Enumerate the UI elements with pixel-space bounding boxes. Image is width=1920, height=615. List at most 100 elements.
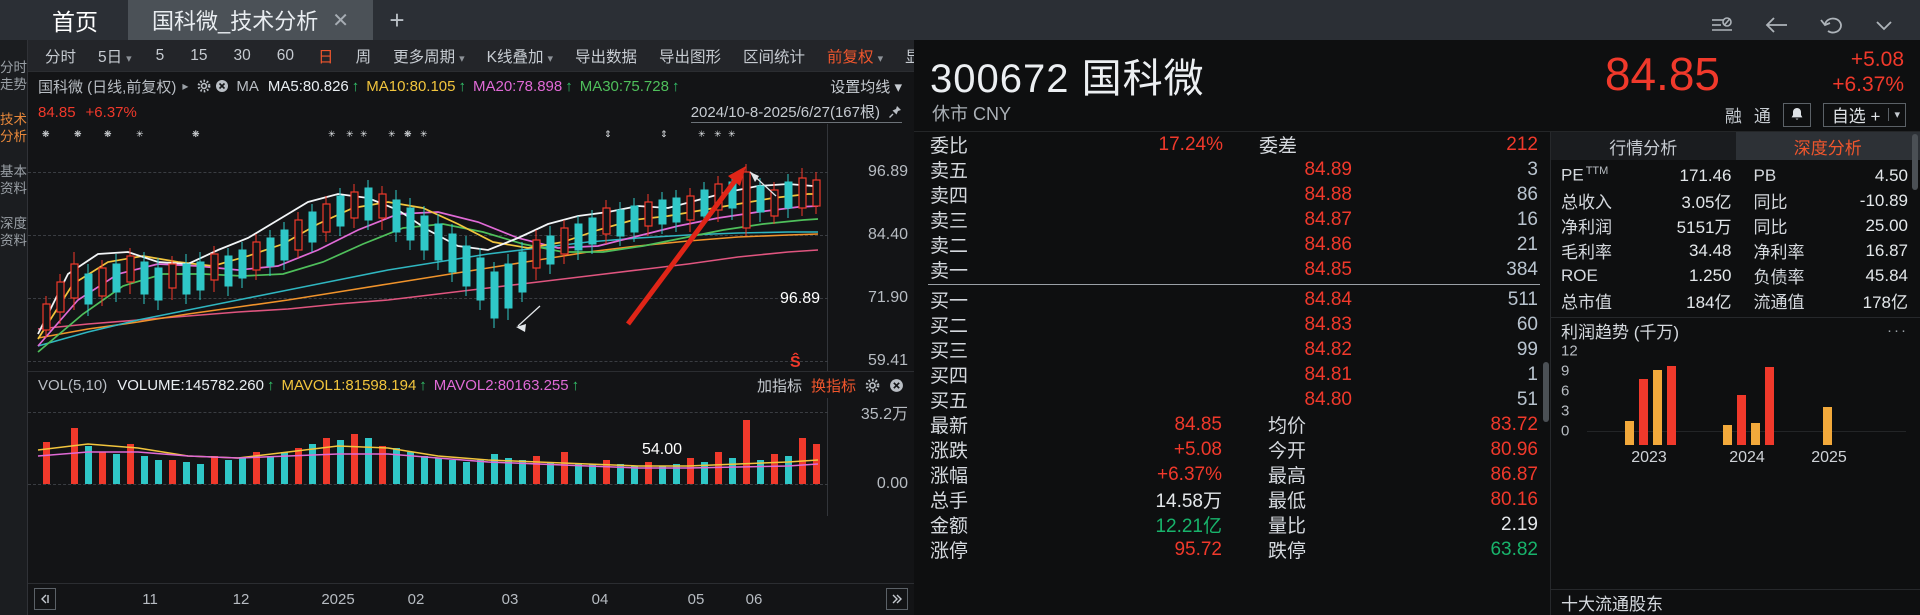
bar-2023-q2 [1639, 379, 1648, 445]
toolbar-item-15min[interactable]: 15 [190, 46, 208, 64]
mavol2-arrow-icon: ↑ [571, 376, 580, 394]
ask-price-4: 84.88 [1304, 183, 1352, 205]
bid-qty-5: 51 [1516, 388, 1538, 410]
toolbar-item-fwd-adjust[interactable]: 前复权 ▾ [827, 48, 884, 66]
more-options-icon[interactable]: ··· [1887, 322, 1908, 339]
top-ten-holders-section[interactable]: 十大流通股东 [1551, 589, 1920, 615]
toolbar-item-60min[interactable]: 60 [276, 46, 295, 64]
tab-deep-analysis[interactable]: 深度分析 [1735, 132, 1920, 160]
toolbar-item-daily[interactable]: 日 [318, 48, 334, 66]
plus-icon: + [389, 4, 405, 35]
svg-text:❋: ❋ [404, 129, 412, 139]
indicator-actions: 加指标 换指标 [757, 375, 904, 396]
close-icon[interactable]: ✕ [332, 9, 350, 32]
date-range-label[interactable]: 2024/10-8-2025/6/27(167根) [690, 101, 902, 123]
trend-ytick-6: 6 [1561, 382, 1570, 400]
scroll-left-button[interactable] [34, 588, 56, 610]
bid-row-2[interactable]: 买二 84.83 60 [914, 312, 1550, 338]
fundamentals-table: PE TTM 171.46 PB 4.50 总收入 3.05亿 同比 -10.89… [1551, 160, 1920, 313]
float-cap-value: 178亿 [1862, 293, 1908, 312]
ask-qty-4: 86 [1516, 183, 1538, 205]
bid-row-4[interactable]: 买四 84.81 1 [914, 362, 1550, 388]
stat-row-change: 涨跌 +5.08 今开 80.96 [914, 437, 1550, 463]
svg-text:✳: ✳ [714, 129, 722, 139]
chevron-down-icon[interactable]: ▾ [1888, 108, 1905, 121]
quote-actions: 融 通 自选 + ▾ [1725, 102, 1906, 127]
gear-icon[interactable] [197, 79, 211, 93]
layout-icon[interactable] [1710, 16, 1734, 34]
add-favorite-button[interactable]: 自选 + ▾ [1822, 102, 1906, 127]
undo-icon[interactable] [1820, 16, 1844, 34]
volume-axis-tick-0: 35.2万 [860, 406, 908, 423]
trend-ytick-12: 12 [1561, 342, 1578, 360]
rail-item-deep-info[interactable]: 深度资料 [0, 216, 27, 248]
switch-indicator-button[interactable]: 换指标 [810, 377, 856, 395]
toolbar-item-export-chart[interactable]: 导出图形 [659, 48, 722, 66]
close-circle-icon[interactable] [889, 378, 904, 393]
high-price-annotation: 96.89 [780, 290, 821, 307]
symbol-name: 国科微 [1081, 57, 1205, 101]
add-tab-button[interactable]: + [373, 0, 421, 40]
ma-label: MA [236, 77, 259, 95]
rail-item-basic-info[interactable]: 基本资料 [0, 164, 27, 196]
toolbar-item-export-data[interactable]: 导出数据 [575, 48, 638, 66]
toolbar-item-5day[interactable]: 5日 ▾ [98, 48, 132, 66]
fundamental-row-roe: ROE 1.250 负债率 45.84 [1561, 263, 1908, 288]
stat-value-change: +5.08 [1173, 438, 1222, 460]
toolbar-item-weekly[interactable]: 周 [355, 48, 372, 66]
bell-icon[interactable] [1782, 102, 1811, 127]
toolbar-item-5min[interactable]: 5 [155, 46, 165, 64]
stat-row-changepct: 涨幅 +6.37% 最高 86.87 [914, 462, 1550, 488]
bid-price-1: 84.84 [1304, 288, 1352, 310]
kline-price-pane[interactable]: 96.89 84.40 71.90 59.41 ❋ ❋ ❋ ✳ ❋ ✳ ✳ ✳ ✳ ❋ ✳ ⇕… [28, 124, 914, 458]
toolbar-item-30min[interactable]: 30 [233, 46, 251, 64]
pin-icon[interactable] [888, 105, 902, 119]
quote-sub-row: 84.85 +6.37% 2024/10-8-2025/6/27(167根) [28, 100, 914, 124]
price-axis-tick-3: 59.41 [867, 352, 908, 369]
chevron-down-icon[interactable] [1874, 18, 1894, 32]
ask-row-4[interactable]: 卖四 84.88 86 [914, 182, 1550, 208]
time-tick-1: 12 [232, 591, 250, 608]
expand-icon[interactable]: ▸ [182, 79, 189, 93]
svg-text:✳: ✳ [698, 129, 706, 139]
bid-row-5[interactable]: 买五 84.80 51 [914, 387, 1550, 413]
scroll-right-button[interactable] [886, 588, 908, 610]
quote-panel: 300672 国科微 休市 CNY 84.85 +5.08 +6.37% 融 通… [914, 40, 1920, 615]
title-bar: 首页 国科微_技术分析 ✕ + [0, 0, 1920, 40]
ask-row-2[interactable]: 卖二 84.86 21 [914, 232, 1550, 258]
time-tick-3: 02 [407, 591, 425, 608]
chevron-down-icon: ▾ [894, 78, 902, 96]
bid-ask-divider [928, 284, 1540, 285]
profit-trend-chart: 12 9 6 3 0 2023 2024 2025 [1561, 342, 1910, 467]
deep-panel-scrollbar[interactable] [1912, 134, 1918, 190]
orderbook-scrollbar[interactable] [1543, 362, 1549, 422]
toolbar-item-more-periods[interactable]: 更多周期 ▾ [393, 48, 465, 66]
stat-value-avg: 83.72 [1490, 413, 1538, 435]
bar-2025-q1 [1823, 407, 1832, 445]
toolbar-item-range-stats[interactable]: 区间统计 [743, 48, 806, 66]
ask-row-1[interactable]: 卖一 84.85 384 [914, 257, 1550, 283]
set-ma-button[interactable]: 设置均线 ▾ [830, 78, 902, 96]
tab-technical-analysis[interactable]: 国科微_技术分析 ✕ [128, 0, 374, 40]
gear-icon[interactable] [865, 378, 880, 393]
stat-label-limitup: 涨停 [930, 541, 969, 562]
margin-tag-rong: 融 [1724, 107, 1742, 126]
rail-item-technical-analysis[interactable]: 技术分析 [0, 112, 27, 144]
bid-row-1[interactable]: 买一 84.84 511 [914, 287, 1550, 313]
back-arrow-icon[interactable] [1764, 16, 1790, 34]
toolbar-item-kline-overlay[interactable]: K线叠加 ▾ [486, 48, 553, 66]
toolbar-item-minute[interactable]: 分时 [45, 48, 77, 66]
ask-row-5[interactable]: 卖五 84.89 3 [914, 157, 1550, 183]
chevron-down-icon: ▾ [459, 52, 465, 65]
bid-row-3[interactable]: 买三 84.82 99 [914, 337, 1550, 363]
rail-item-minute-trend[interactable]: 分时走势 [0, 60, 27, 92]
ask-row-3[interactable]: 卖三 84.87 16 [914, 207, 1550, 233]
add-indicator-button[interactable]: 加指标 [756, 377, 802, 395]
bid-qty-3: 99 [1516, 338, 1538, 360]
close-circle-icon[interactable] [215, 79, 229, 93]
tab-market-analysis[interactable]: 行情分析 [1551, 132, 1736, 160]
bar-2023-q4 [1667, 366, 1676, 445]
tab-home[interactable]: 首页 [0, 0, 128, 40]
bar-2024-q1 [1723, 425, 1732, 445]
volume-pane[interactable]: 35.2万 0.00 [28, 398, 914, 516]
